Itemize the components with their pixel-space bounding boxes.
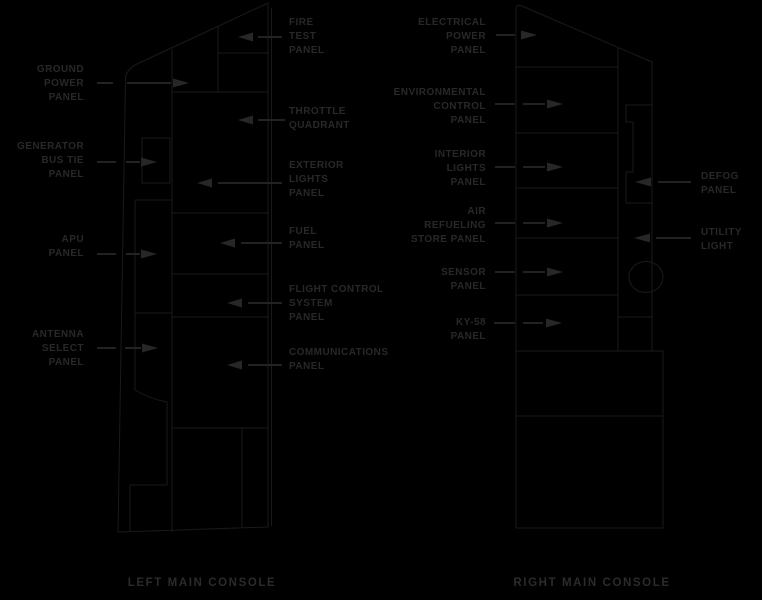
label-generator-bus-tie-panel: GENERATOR BUS TIE PANEL (16, 141, 84, 180)
arrow-antenna-select (97, 343, 158, 353)
label-exterior-lights-panel: EXTERIOR LIGHTS PANEL (289, 160, 344, 199)
arrow-air-refueling (495, 218, 563, 228)
label-air-refueling-store-panel: AIR REFUELING STORE PANEL (410, 206, 486, 245)
label-sensor-panel: SENSOR PANEL (441, 267, 486, 292)
label-flight-control-system-panel: FLIGHT CONTROL SYSTEM PANEL (289, 284, 384, 323)
arrow-generator-bus-tie (97, 157, 157, 167)
label-fuel-panel: FUEL PANEL (289, 226, 325, 251)
label-utility-light: UTILITY LIGHT (701, 227, 742, 252)
arrow-throttle-quadrant (238, 115, 285, 125)
arrow-interior-lights (495, 162, 563, 172)
arrow-exterior-lights (197, 178, 282, 188)
label-interior-lights-panel: INTERIOR LIGHTS PANEL (434, 149, 486, 188)
label-ky58-panel: KY-58 PANEL (450, 317, 486, 342)
label-defog-panel: DEFOG PANEL (701, 171, 739, 196)
right-console-outline (515, 4, 664, 529)
arrow-electrical-power (496, 30, 537, 40)
left-console-outline (117, 2, 272, 533)
arrow-ground-power (97, 78, 189, 88)
label-environmental-control-panel: ENVIRONMENTAL CONTROL PANEL (393, 87, 486, 126)
label-apu-panel: APU PANEL (48, 234, 84, 259)
label-communications-panel: COMMUNICATIONS PANEL (289, 347, 389, 372)
label-electrical-power-panel: ELECTRICAL POWER PANEL (418, 17, 486, 56)
arrow-communications (227, 360, 282, 370)
arrow-environmental-control (495, 99, 563, 109)
arrow-sensor (495, 267, 563, 277)
label-antenna-select-panel: ANTENNA SELECT PANEL (31, 329, 84, 368)
arrow-fire-test (238, 32, 282, 42)
utility-light-circle (628, 261, 664, 293)
arrow-flight-control (227, 298, 282, 308)
arrow-apu (97, 249, 157, 259)
arrow-ky58 (494, 318, 562, 328)
callout-arrows (97, 30, 691, 370)
arrow-fuel (220, 238, 282, 248)
right-console-caption: RIGHT MAIN CONSOLE (513, 577, 671, 589)
arrow-utility-light (634, 233, 691, 243)
label-fire-test-panel: FIRE TEST PANEL (289, 17, 325, 56)
left-console-caption: LEFT MAIN CONSOLE (127, 577, 277, 589)
label-ground-power-panel: GROUND POWER PANEL (36, 64, 84, 103)
arrow-defog (635, 177, 691, 187)
label-throttle-quadrant: THROTTLE QUADRANT (289, 106, 350, 131)
